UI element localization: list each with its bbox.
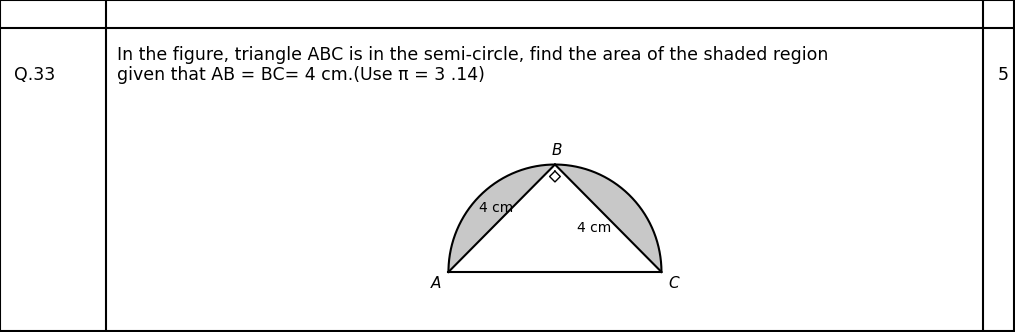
Text: A: A xyxy=(431,276,441,291)
Text: 5: 5 xyxy=(998,66,1009,84)
Polygon shape xyxy=(449,165,555,272)
Text: C: C xyxy=(669,276,679,291)
Polygon shape xyxy=(555,165,662,272)
Text: In the figure, triangle ABC is in the semi-circle, find the area of the shaded r: In the figure, triangle ABC is in the se… xyxy=(117,46,828,64)
Text: Q.33: Q.33 xyxy=(14,66,55,84)
Text: B: B xyxy=(552,142,562,157)
Text: given that AB = BC= 4 cm.(Use π = 3 .14): given that AB = BC= 4 cm.(Use π = 3 .14) xyxy=(117,66,484,84)
Text: 4 cm: 4 cm xyxy=(479,202,513,215)
Text: 4 cm: 4 cm xyxy=(578,221,611,235)
